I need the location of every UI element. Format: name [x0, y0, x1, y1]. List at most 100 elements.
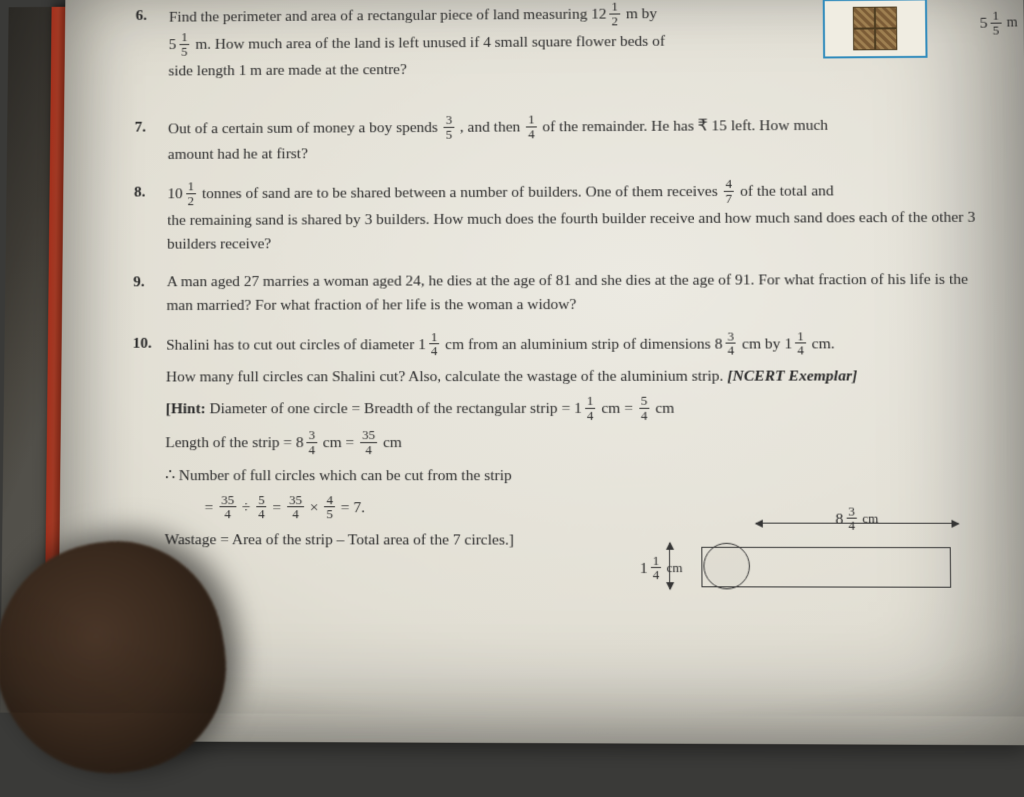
q8-f1n: 4: [723, 177, 734, 192]
q6-m2d: 5: [179, 45, 189, 58]
q6-m1d: 2: [610, 14, 620, 28]
question-7: 7. Out of a certain sum of money a boy s…: [134, 111, 985, 167]
q6-t1: Find the perimeter and area of a rectang…: [169, 6, 591, 26]
question-8: 8. 10 12 tonnes of sand are to be shared …: [133, 177, 986, 256]
q6-rect: [823, 0, 928, 58]
q10-fhn: 1: [651, 554, 662, 569]
q6-m1w: 12: [591, 6, 606, 23]
q6-mixed1: 12 12: [591, 1, 622, 29]
q10-fwd: 4: [846, 519, 857, 533]
q7-f1n: 3: [444, 113, 454, 128]
q10-fhu: cm: [663, 560, 682, 575]
q10-l1n: 3: [307, 428, 318, 443]
q10-src: [NCERT Exemplar]: [727, 367, 857, 384]
q6-tile: [875, 7, 897, 29]
q10-la: Length of the strip =: [165, 434, 296, 451]
q7-f2n: 1: [526, 113, 536, 128]
q10-div: ÷: [242, 498, 254, 515]
q10-m1w: 1: [418, 336, 426, 353]
q10-l1d: 4: [306, 443, 317, 457]
q6-number: 6.: [136, 4, 148, 28]
q6-m2w: 5: [169, 37, 177, 54]
question-9: 9. A man aged 27 marries a woman aged 24…: [133, 267, 987, 317]
q10-dim-w-label: 834 cm: [831, 505, 882, 534]
q10-res: = 7.: [341, 498, 365, 515]
q10-hl: [Hint:: [166, 400, 206, 417]
q10-h2d: 4: [639, 408, 650, 422]
q10-h2n: 5: [639, 394, 650, 409]
q10-m2: 834: [715, 330, 739, 358]
q10-heq: cm =: [601, 399, 637, 416]
q7-number: 7.: [134, 116, 146, 140]
q6-t3: side length 1 m are made at the centre?: [168, 61, 406, 79]
q7-d: amount had he at first?: [168, 146, 308, 163]
question-list: 6. Find the perimeter and area of a rect…: [130, 0, 991, 665]
q10-figure: 834 cm 114 cm: [645, 520, 960, 599]
q10-h1d: 4: [585, 408, 596, 422]
q6-text: Find the perimeter and area of a rectang…: [168, 5, 665, 79]
q8-a: tonnes of sand are to be shared between …: [202, 183, 722, 202]
q10-hcm: cm: [655, 399, 674, 416]
q10-a: Shalini has to cut out circles of diamet…: [166, 336, 418, 353]
q10-leq: cm =: [323, 434, 358, 451]
q9-a: A man aged 27 marries a woman aged 24, h…: [166, 270, 968, 313]
q10-therefore: ∴ Number of full circles which can be cu…: [165, 464, 989, 488]
q10-fwn: 3: [846, 504, 857, 519]
q10-e3: 354: [287, 493, 304, 521]
q10-eqa: =: [205, 498, 218, 515]
q10-e3n: 35: [287, 493, 304, 508]
q7-f2: 14: [526, 113, 536, 141]
q8-m1n: 1: [186, 180, 196, 194]
q10-h1n: 1: [585, 394, 596, 409]
q10-l1: 834: [296, 429, 319, 457]
q10-fhw: 1: [640, 560, 648, 577]
q10-m3: 114: [784, 330, 808, 358]
q6-tile: [853, 28, 875, 50]
q10-m3d: 4: [795, 344, 806, 358]
q10-e1d: 4: [219, 507, 236, 521]
q6-m1n: 1: [610, 0, 620, 14]
q10-length: Length of the strip = 834 cm = 354 cm: [165, 429, 988, 458]
q8-m1d: 2: [186, 194, 196, 207]
q6-fld: 5: [991, 23, 1002, 37]
q6-mixed2: 515: [169, 32, 192, 60]
q10-h1w: 1: [574, 400, 582, 417]
q10-e4d: 5: [324, 507, 335, 521]
q8-number: 8.: [134, 181, 146, 205]
q8-m1: 10 12: [167, 181, 198, 209]
q10-c: cm by: [742, 335, 785, 352]
q8-c: the remaining sand is shared by 3 builde…: [167, 208, 975, 252]
q10-m2n: 3: [725, 329, 736, 344]
q6-flu: m: [1003, 16, 1018, 31]
q10-fww: 8: [835, 510, 843, 527]
q7-f1: 35: [444, 113, 454, 141]
q8-m1w: 10: [167, 186, 182, 203]
q10-m1n: 1: [429, 330, 439, 345]
q7-c: of the remainder. He has ₹ 15 left. How …: [542, 117, 828, 135]
q7-f2d: 4: [526, 127, 536, 141]
q10-ha: Diameter of one circle = Breadth of the …: [210, 400, 575, 417]
q10-e: How many full circles can Shalini cut? A…: [166, 368, 727, 386]
q10-mul: ×: [310, 498, 323, 515]
q10-fhd: 4: [651, 568, 662, 582]
q10-e4: 45: [324, 493, 335, 521]
question-10: 10. Shalini has to cut out circles of di…: [130, 330, 991, 665]
q7-b: , and then: [460, 118, 524, 135]
q8-b: of the total and: [740, 182, 834, 199]
q10-line2: How many full circles can Shalini cut? A…: [166, 364, 988, 389]
q10-e4n: 4: [324, 493, 335, 508]
q10-e1n: 35: [219, 493, 236, 508]
q10-e2n: 5: [256, 493, 267, 508]
q10-l2d: 4: [360, 443, 377, 457]
q6-m2n: 1: [179, 31, 189, 45]
q7-a: Out of a certain sum of money a boy spen…: [168, 119, 442, 137]
q10-m2w: 8: [715, 335, 723, 352]
q10-m3n: 1: [795, 329, 806, 344]
q10-h2: 54: [639, 394, 650, 422]
q10-e1: 354: [219, 493, 236, 521]
q10-fwu: cm: [859, 511, 879, 526]
q10-d: cm.: [812, 335, 835, 352]
q6-t1b: m by: [626, 5, 657, 22]
q10-circle: [703, 543, 750, 590]
question-6: 6. Find the perimeter and area of a rect…: [135, 0, 985, 102]
